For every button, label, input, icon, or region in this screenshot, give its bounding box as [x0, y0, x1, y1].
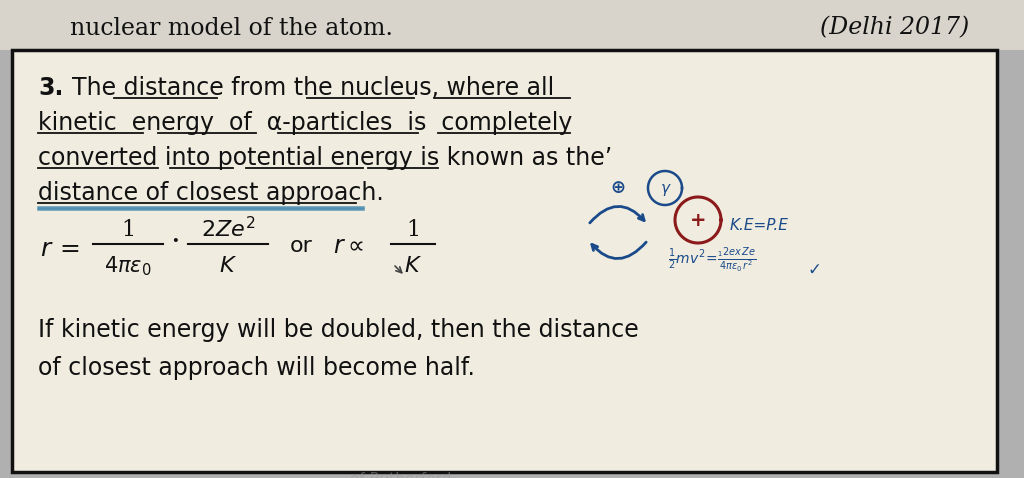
Text: converted into potential energy is known as the’: converted into potential energy is known… — [38, 146, 612, 170]
Text: ·: · — [170, 227, 180, 258]
Text: ✓: ✓ — [808, 261, 822, 279]
Text: γ: γ — [660, 181, 670, 196]
Text: $K$: $K$ — [219, 255, 237, 277]
Text: (Delhi 2017): (Delhi 2017) — [820, 17, 970, 40]
Text: $4\pi\varepsilon_0$: $4\pi\varepsilon_0$ — [104, 254, 152, 278]
Bar — [12, 50, 997, 472]
Text: or: or — [290, 236, 313, 256]
Text: K.E=P.E: K.E=P.E — [730, 217, 788, 232]
Text: If kinetic energy will be doubled, then the distance: If kinetic energy will be doubled, then … — [38, 318, 639, 342]
Text: nuclear model of the atom.: nuclear model of the atom. — [70, 17, 393, 40]
Text: of Rutherford: of Rutherford — [350, 472, 452, 478]
Text: $r\propto$: $r\propto$ — [333, 235, 364, 258]
Text: 1: 1 — [121, 219, 135, 241]
Bar — [0, 0, 1024, 50]
Text: kinetic  energy  of  α-particles  is  completely: kinetic energy of α-particles is complet… — [38, 111, 572, 135]
Text: $\frac{1}{2}mv^2\!=\!\frac{{}_{1}2ex\,Ze}{4\pi\varepsilon_0\,r^2}$: $\frac{1}{2}mv^2\!=\!\frac{{}_{1}2ex\,Ze… — [668, 245, 756, 275]
Text: 3.: 3. — [38, 76, 63, 100]
Text: $2Ze^2$: $2Ze^2$ — [201, 217, 255, 243]
Text: of closest approach will become half.: of closest approach will become half. — [38, 356, 475, 380]
Text: $r\,=$: $r\,=$ — [40, 239, 80, 261]
Text: The distance from the nucleus, where all: The distance from the nucleus, where all — [72, 76, 554, 100]
Text: $K$: $K$ — [404, 255, 422, 277]
Text: +: + — [690, 210, 707, 229]
Text: ⊕: ⊕ — [610, 179, 626, 197]
Text: distance of closest approach.: distance of closest approach. — [38, 181, 384, 205]
Text: 1: 1 — [406, 219, 420, 241]
